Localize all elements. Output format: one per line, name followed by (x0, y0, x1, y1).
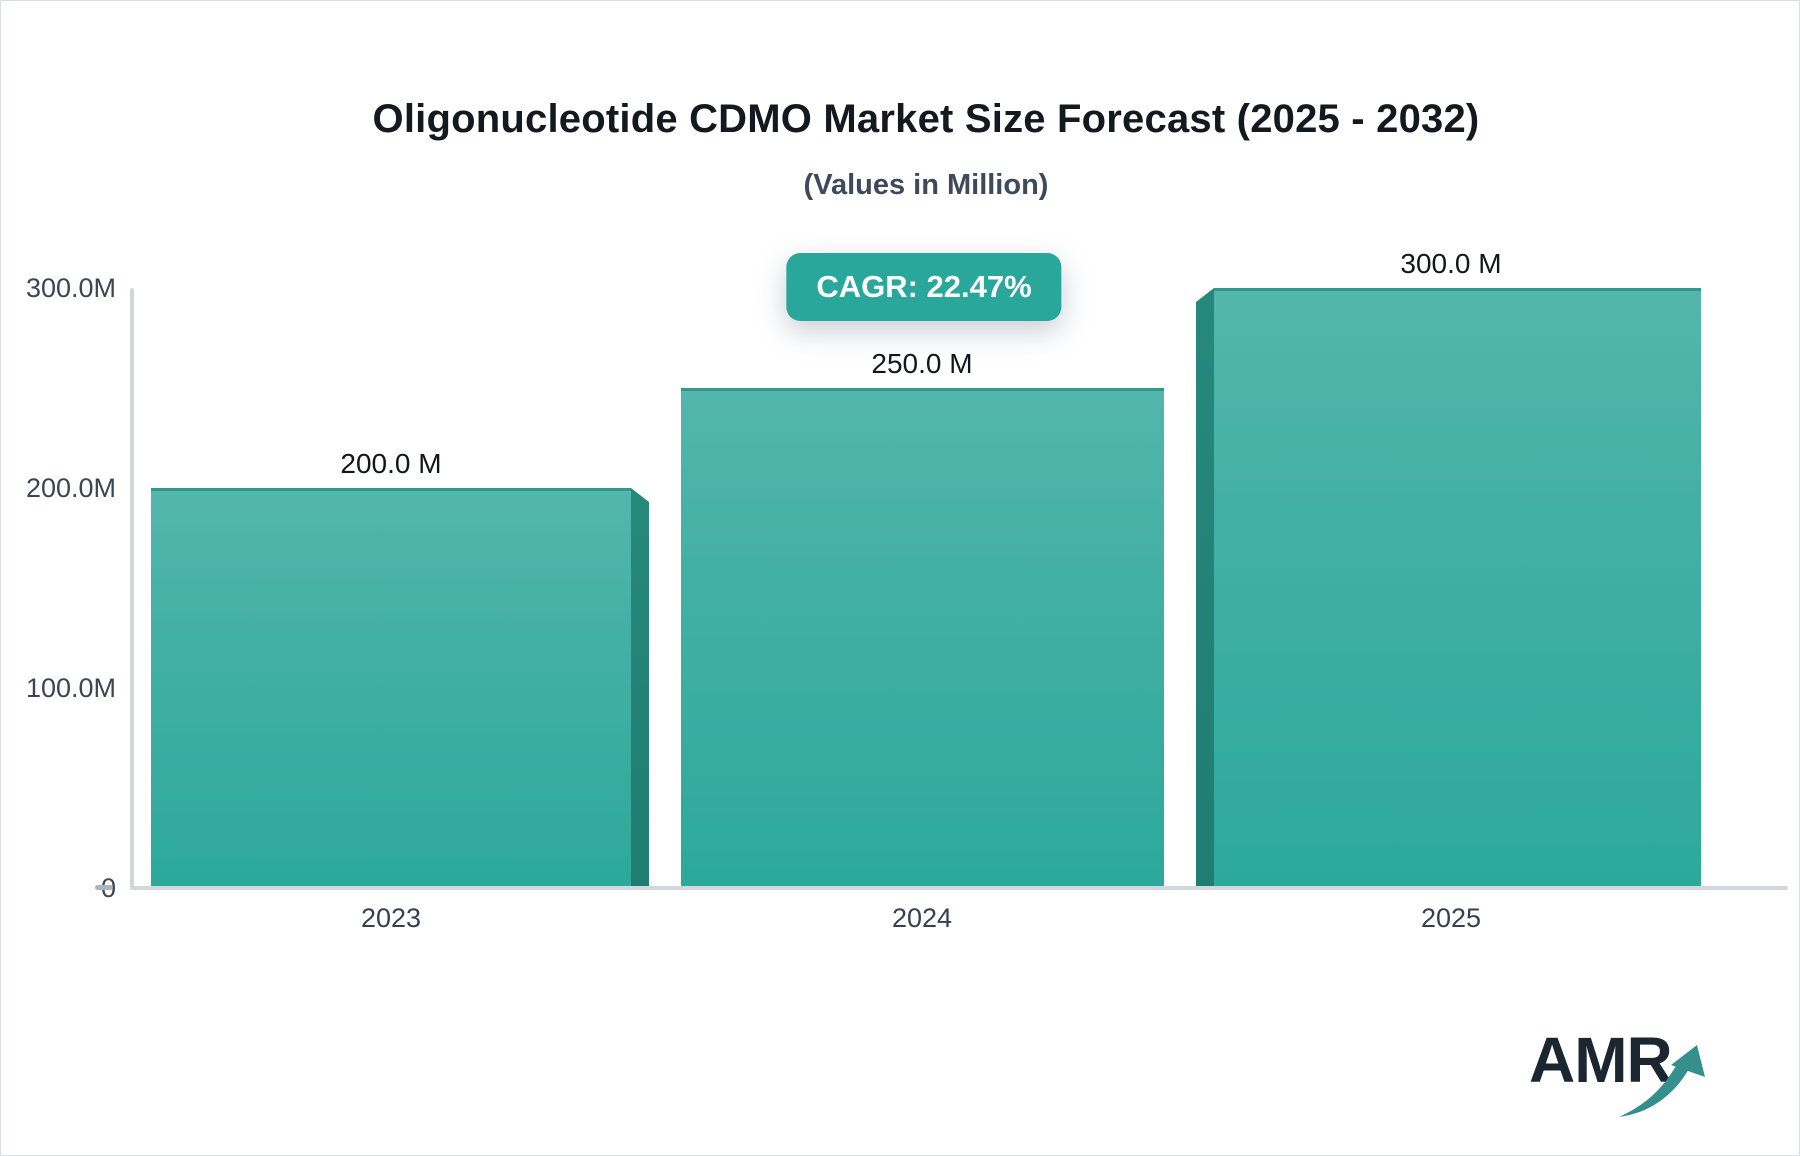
x-axis-label-2024: 2024 (891, 903, 953, 933)
y-axis-label-100: 100.0M (25, 673, 116, 703)
y-axis-label-300: 300.0M (25, 273, 116, 303)
cagr-badge: CAGR: 22.47% (786, 253, 1062, 321)
page-subtitle: (Values in Million) (803, 169, 1049, 201)
amr-logo: AMR (1529, 1023, 1719, 1133)
growth-arrow-icon (1619, 1045, 1705, 1117)
amr-logo-text: AMR (1529, 1024, 1673, 1096)
bar-2025-side-panel (1196, 288, 1214, 886)
bar-2023-side-panel (631, 488, 649, 886)
y-axis-line (130, 288, 134, 888)
page-title: Oligonucleotide CDMO Market Size Forecas… (372, 97, 1480, 141)
bar-value-label-2023: 200.0 M (340, 448, 442, 479)
x-axis-label-2023: 2023 (360, 903, 422, 933)
bar-2023 (151, 488, 631, 886)
y-axis-label-200: 200.0M (25, 473, 116, 503)
bar-value-label-2024: 250.0 M (871, 348, 973, 379)
x-axis-line (130, 886, 1788, 890)
bar-value-label-2025: 300.0 M (1400, 248, 1502, 279)
zero-tick-mark (95, 885, 113, 890)
x-axis-label-2025: 2025 (1420, 903, 1482, 933)
bar-2025 (1214, 288, 1701, 886)
bar-2024 (681, 388, 1164, 886)
